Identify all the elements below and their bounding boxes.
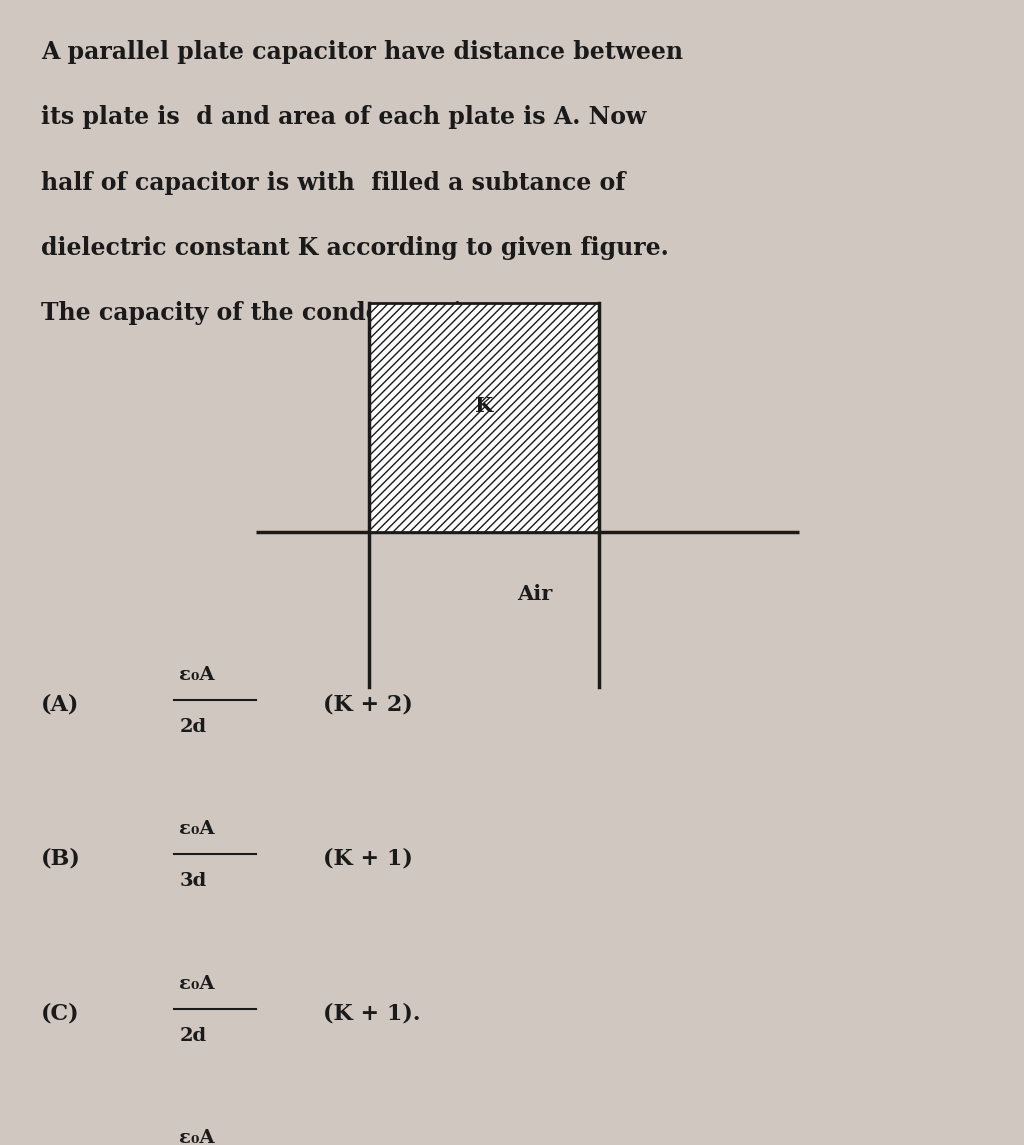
Text: A parallel plate capacitor have distance between: A parallel plate capacitor have distance… — [41, 40, 683, 64]
Text: (C): (C) — [41, 1002, 80, 1025]
Text: K: K — [475, 396, 493, 417]
Text: ε₀A: ε₀A — [179, 665, 215, 684]
Text: (K + 1).: (K + 1). — [323, 1002, 420, 1025]
Text: ε₀A: ε₀A — [179, 974, 215, 993]
Text: (K + 1): (K + 1) — [323, 847, 413, 870]
Text: dielectric constant K according to given figure.: dielectric constant K according to given… — [41, 236, 669, 260]
Bar — [369, 303, 599, 532]
Text: The capacity of the condenser, is :-: The capacity of the condenser, is :- — [41, 301, 502, 325]
Text: 2d: 2d — [179, 1027, 206, 1045]
Text: (B): (B) — [41, 847, 81, 870]
Text: its plate is  d and area of each plate is A. Now: its plate is d and area of each plate is… — [41, 105, 646, 129]
Text: 2d: 2d — [179, 718, 206, 736]
Bar — [369, 303, 599, 532]
Text: half of capacitor is with  filled a subtance of: half of capacitor is with filled a subta… — [41, 171, 626, 195]
Text: (A): (A) — [41, 693, 79, 716]
Text: 3d: 3d — [179, 872, 207, 891]
Text: ε₀A: ε₀A — [179, 820, 215, 838]
Text: Air: Air — [517, 584, 553, 603]
Text: ε₀A: ε₀A — [179, 1129, 215, 1145]
Text: (K + 2): (K + 2) — [323, 693, 413, 716]
